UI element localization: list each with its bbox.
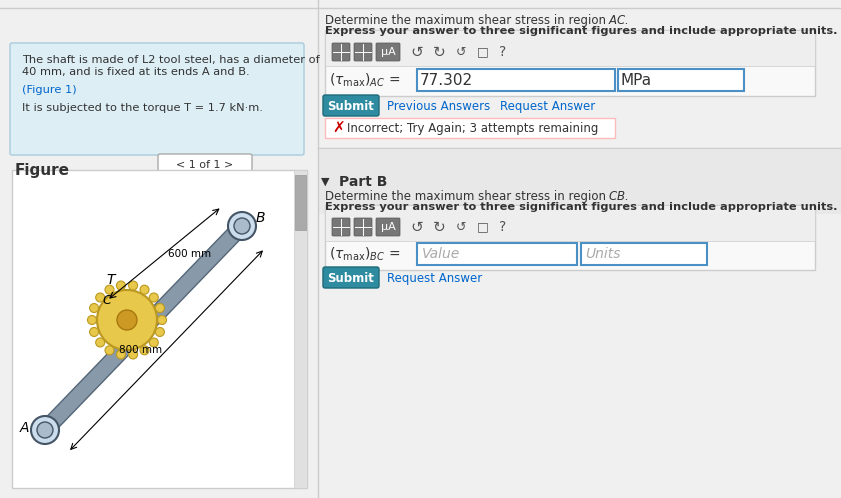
Bar [295,175,306,230]
Circle shape [156,303,164,313]
Text: ▼: ▼ [321,177,330,187]
FancyBboxPatch shape [354,43,372,61]
Text: The shaft is made of L2 tool steel, has a diameter of: The shaft is made of L2 tool steel, has … [22,55,320,65]
Bar [325,205,815,241]
Circle shape [157,316,167,325]
Text: Express your answer to three significant figures and include appropriate units.: Express your answer to three significant… [325,202,838,212]
Bar [618,69,744,91]
FancyBboxPatch shape [325,30,815,96]
Circle shape [90,303,98,313]
Text: 40 mm, and is fixed at its ends A and B.: 40 mm, and is fixed at its ends A and B. [22,67,250,77]
Text: $(\tau_{\mathrm{max}})_{AC}$ =: $(\tau_{\mathrm{max}})_{AC}$ = [329,71,400,89]
FancyBboxPatch shape [332,218,350,236]
Circle shape [90,328,98,337]
Circle shape [87,316,97,325]
Text: (Figure 1): (Figure 1) [22,85,77,95]
Text: $T$: $T$ [106,273,118,287]
Text: Submit: Submit [327,100,374,113]
Text: Incorrect; Try Again; 3 attempts remaining: Incorrect; Try Again; 3 attempts remaini… [347,122,599,134]
FancyBboxPatch shape [10,43,304,155]
Circle shape [96,293,104,302]
Text: Units: Units [585,247,621,261]
Text: □: □ [477,45,489,58]
Circle shape [150,293,158,302]
FancyBboxPatch shape [376,218,400,236]
Circle shape [116,350,125,359]
Text: μA: μA [381,47,395,57]
Text: Express your answer to three significant figures and include appropriate units.: Express your answer to three significant… [325,26,838,36]
Text: Request Answer: Request Answer [387,271,482,284]
Circle shape [140,346,149,355]
Text: ?: ? [500,220,506,234]
Text: ↺: ↺ [410,44,423,59]
FancyBboxPatch shape [323,267,379,288]
Text: ?: ? [500,45,506,59]
Circle shape [97,290,157,350]
Text: Value: Value [422,247,460,261]
Text: MPa: MPa [621,73,652,88]
Circle shape [105,285,114,294]
Text: $C$: $C$ [102,293,113,306]
Text: $A$: $A$ [19,421,30,435]
Text: < 1 of 1 >: < 1 of 1 > [177,160,234,170]
Text: 600 mm: 600 mm [168,249,211,258]
Text: Determine the maximum shear stress in region: Determine the maximum shear stress in re… [325,14,610,27]
Text: $AC$.: $AC$. [608,14,629,27]
Text: It is subjected to the torque T = 1.7 kN·m.: It is subjected to the torque T = 1.7 kN… [22,103,263,113]
Text: 77.302: 77.302 [420,73,473,88]
Text: $B$: $B$ [255,211,266,225]
Text: Previous Answers: Previous Answers [387,100,490,113]
FancyBboxPatch shape [325,118,615,138]
Text: $(\tau_{\mathrm{max}})_{BC}$ =: $(\tau_{\mathrm{max}})_{BC}$ = [329,246,400,263]
Text: ↺: ↺ [456,221,466,234]
Text: ↺: ↺ [410,220,423,235]
Circle shape [156,328,164,337]
Text: Request Answer: Request Answer [500,100,595,113]
Circle shape [117,310,137,330]
Text: μA: μA [381,222,395,232]
Circle shape [129,281,138,290]
Text: Figure: Figure [15,163,70,178]
Circle shape [96,338,104,347]
FancyBboxPatch shape [158,154,252,176]
Polygon shape [40,221,248,436]
Bar [12,170,307,488]
Bar [318,150,841,214]
Text: ✗: ✗ [332,121,345,135]
Circle shape [140,285,149,294]
Circle shape [150,338,158,347]
Text: ↻: ↻ [432,220,446,235]
FancyBboxPatch shape [323,95,379,116]
Text: 800 mm: 800 mm [119,345,162,355]
Circle shape [105,346,114,355]
Text: Submit: Submit [327,271,374,284]
FancyBboxPatch shape [354,218,372,236]
Circle shape [234,218,250,234]
Text: $CB$.: $CB$. [608,190,628,203]
Bar [581,243,707,265]
Circle shape [228,212,256,240]
FancyBboxPatch shape [376,43,400,61]
Circle shape [116,281,125,290]
Text: Determine the maximum shear stress in region: Determine the maximum shear stress in re… [325,190,610,203]
Bar [325,30,815,66]
Text: ↺: ↺ [456,45,466,58]
Circle shape [129,350,138,359]
FancyBboxPatch shape [332,43,350,61]
Text: Part B: Part B [339,175,388,189]
Text: □: □ [477,221,489,234]
Bar [417,69,615,91]
Bar [294,170,307,488]
Bar [417,243,577,265]
FancyBboxPatch shape [325,205,815,270]
Circle shape [31,416,59,444]
Circle shape [37,422,53,438]
Text: ↻: ↻ [432,44,446,59]
